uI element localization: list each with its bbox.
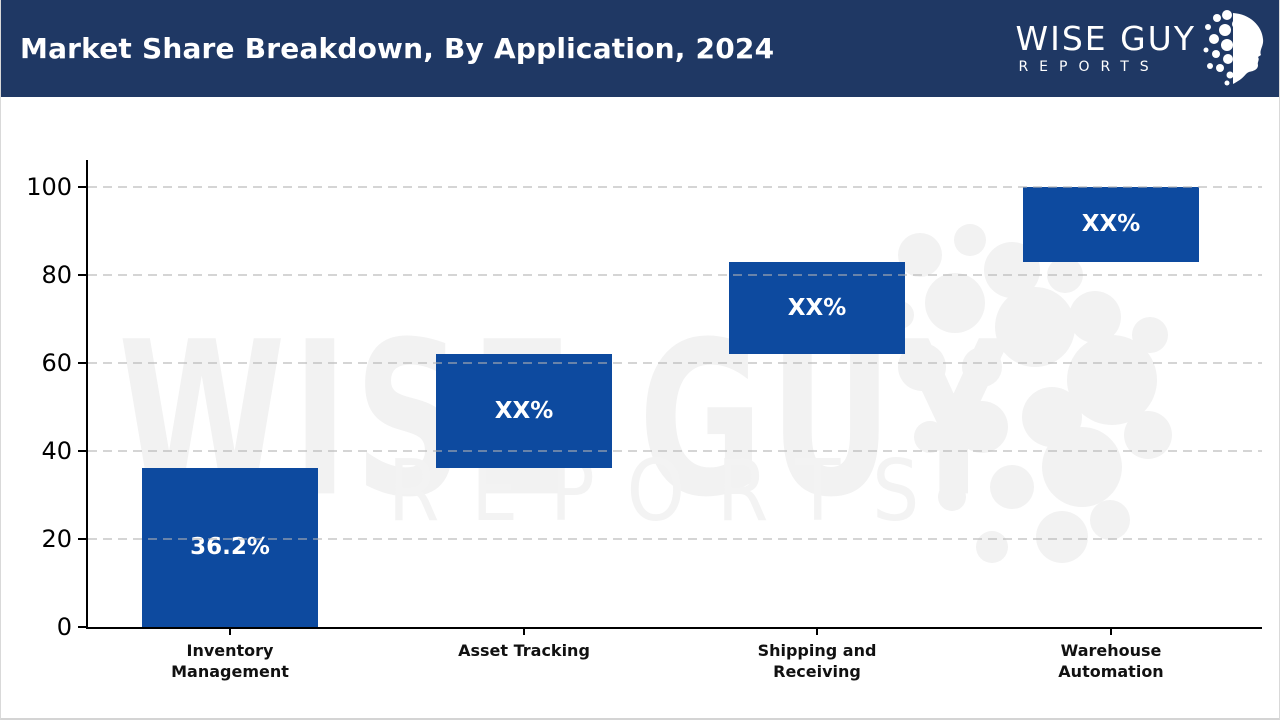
bar-inventory-management: 36.2% bbox=[142, 467, 318, 627]
bar-warehouse-automation: XX% bbox=[1023, 187, 1199, 262]
y-tick-label: 0 bbox=[56, 613, 72, 641]
x-axis-category-line: Receiving bbox=[773, 661, 861, 681]
bar-value-label: XX% bbox=[787, 294, 847, 321]
x-axis-category-label: Asset Tracking bbox=[394, 641, 654, 662]
y-tick-mark-100 bbox=[78, 186, 86, 188]
x-tick-mark-2 bbox=[523, 629, 525, 635]
y-tick-label: 40 bbox=[41, 437, 72, 465]
x-tick-mark-4 bbox=[1110, 629, 1112, 635]
bar-shipping-and-receiving: XX% bbox=[729, 261, 905, 355]
logo-subtext: REPORTS bbox=[1018, 58, 1160, 75]
x-axis-category-label: Inventory Management bbox=[100, 641, 360, 683]
x-axis-category-line: Warehouse bbox=[1060, 641, 1162, 660]
x-axis-category-line: Management bbox=[171, 661, 289, 681]
y-tick-mark-0 bbox=[78, 626, 86, 628]
gridline-100 bbox=[88, 186, 1262, 188]
x-tick-mark-1 bbox=[229, 629, 231, 635]
x-axis-category-label: Warehouse Automation bbox=[981, 641, 1241, 683]
x-axis-category-line: Inventory bbox=[186, 641, 274, 660]
logo-text: WISE GUY REPORTS bbox=[1015, 22, 1196, 75]
gridline-60 bbox=[88, 362, 1262, 364]
y-tick-label: 60 bbox=[41, 349, 72, 377]
y-tick-mark-60 bbox=[78, 362, 86, 364]
bar-value-label: XX% bbox=[494, 397, 554, 424]
gridline-40 bbox=[88, 450, 1262, 452]
x-axis-line bbox=[86, 627, 1262, 629]
bar-value-label: XX% bbox=[1081, 211, 1141, 238]
header-bar: Market Share Breakdown, By Application, … bbox=[0, 0, 1280, 97]
logo-wordmark: WISE GUY bbox=[1015, 19, 1196, 59]
logo-face-icon bbox=[1203, 9, 1264, 85]
x-axis-category-line: Automation bbox=[1058, 661, 1164, 681]
y-tick-mark-20 bbox=[78, 538, 86, 540]
page-title: Market Share Breakdown, By Application, … bbox=[20, 32, 775, 65]
x-tick-mark-3 bbox=[816, 629, 818, 635]
gridline-80 bbox=[88, 274, 1262, 276]
x-axis-category-line: Shipping and bbox=[757, 641, 877, 660]
x-axis-category-label: Shipping and Receiving bbox=[687, 641, 947, 683]
y-tick-mark-80 bbox=[78, 274, 86, 276]
y-tick-label: 100 bbox=[26, 173, 72, 201]
y-tick-mark-40 bbox=[78, 450, 86, 452]
x-axis-category-line: Asset Tracking bbox=[458, 641, 590, 660]
wiseguy-logo: WISE GUY REPORTS bbox=[1015, 9, 1280, 89]
y-axis-line bbox=[86, 160, 88, 629]
y-tick-label: 80 bbox=[41, 261, 72, 289]
y-tick-label: 20 bbox=[41, 525, 72, 553]
bar-asset-tracking: XX% bbox=[436, 354, 612, 468]
gridline-20 bbox=[88, 538, 1262, 540]
